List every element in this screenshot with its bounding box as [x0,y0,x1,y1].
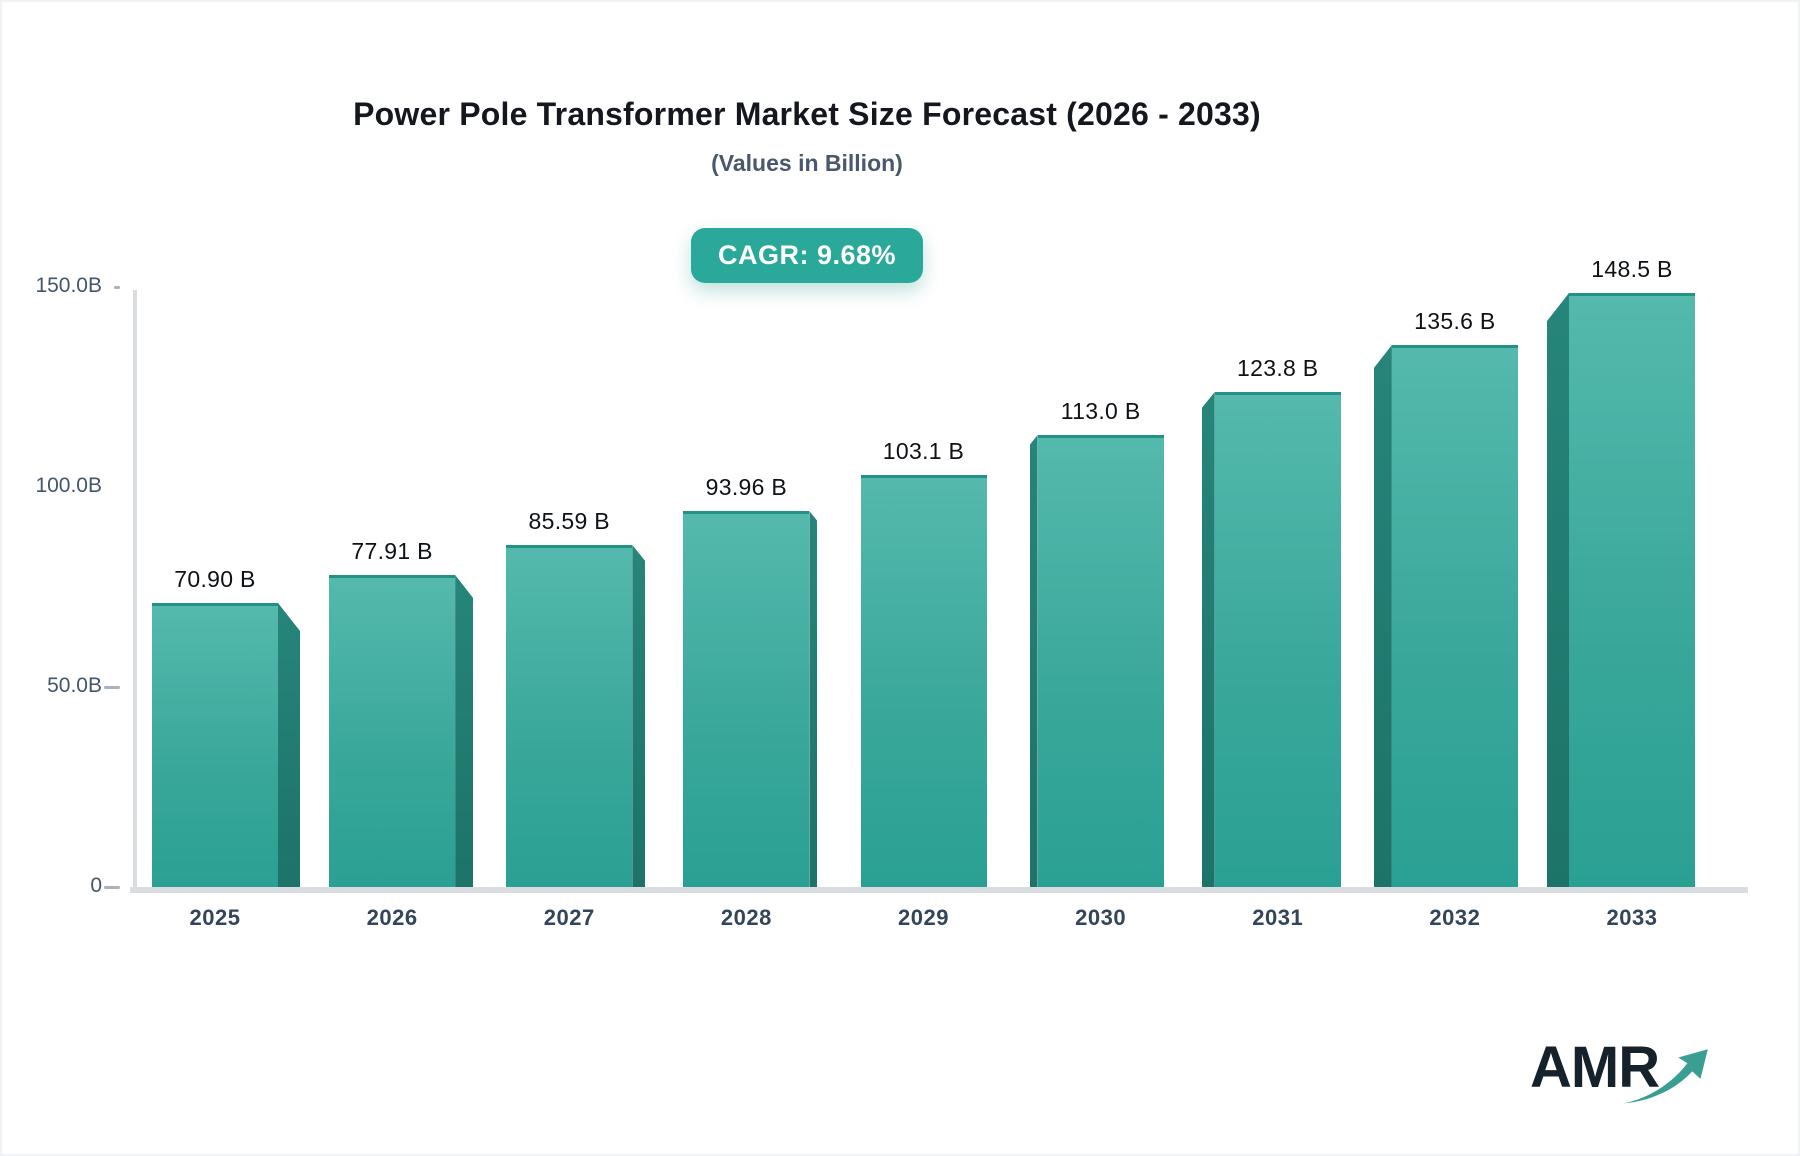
growth-arrow-icon [1623,1049,1708,1104]
bar-value-label-2030: 113.0 B [1060,398,1141,424]
bar-value-label-2029: 103.1 B [882,438,965,464]
bar-side-face-2026 [455,575,474,887]
y-axis-line [133,290,137,888]
bar-value-label-2031: 123.8 B [1237,355,1319,381]
amr-logo-text: AMR [1530,1035,1660,1100]
bar-side-face-2028 [809,511,818,887]
y-axis-label-0: 0 [90,874,102,897]
x-axis-label-2026: 2026 [366,905,418,930]
x-axis-label-2029: 2029 [898,905,949,930]
x-axis-label-2028: 2028 [720,905,772,930]
bar-side-face-2032 [1373,345,1392,887]
chart-title: Power Pole Transformer Market Size Forec… [353,96,1261,132]
x-axis-baseline [130,887,1748,893]
amr-logo: AMR [1530,1032,1760,1122]
bar-2033 [1569,293,1695,887]
y-axis-tick [104,686,120,689]
y-axis-label-100: 100.0B [35,474,102,497]
bar-value-label-2028: 93.96 B [705,474,788,500]
y-axis-tick [104,886,120,889]
bar-side-face-2030 [1029,435,1038,887]
bar-side-face-2025 [278,603,300,887]
y-axis-tick [114,286,120,289]
x-axis-label-2031: 2031 [1252,905,1304,930]
cagr-badge: CAGR: 9.68% [690,228,924,283]
bar-side-face-2033 [1547,293,1569,887]
bar-2031 [1214,392,1341,887]
x-axis-label-2030: 2030 [1075,905,1127,930]
y-axis-label-150: 150.0B [35,274,102,297]
x-axis-label-2033: 2033 [1606,905,1658,930]
y-axis-label-50: 50.0B [47,674,102,697]
bar-2032 [1391,345,1518,887]
x-axis-label-2032: 2032 [1429,905,1481,930]
bar-side-face-2031 [1201,392,1215,887]
x-axis-label-2025: 2025 [189,905,241,930]
bar-value-label-2033: 148.5 B [1591,256,1673,282]
bar-2030 [1037,435,1164,887]
bar-2028 [683,511,810,887]
cagr-badge-row: CAGR: 9.68% [2,228,1612,283]
bar-2025 [152,603,278,887]
bar-value-label-2025: 70.90 B [174,566,256,592]
bar-value-label-2032: 135.6 B [1414,308,1496,334]
bar-value-label-2027: 85.59 B [528,508,610,534]
bar-2026 [329,575,456,887]
chart-subtitle: (Values in Billion) [711,150,903,176]
bar-side-face-2027 [632,545,646,887]
bar-2027 [506,545,633,887]
bar-value-label-2026: 77.91 B [351,538,433,564]
x-axis-label-2027: 2027 [543,905,595,930]
bar-2029 [860,475,987,887]
